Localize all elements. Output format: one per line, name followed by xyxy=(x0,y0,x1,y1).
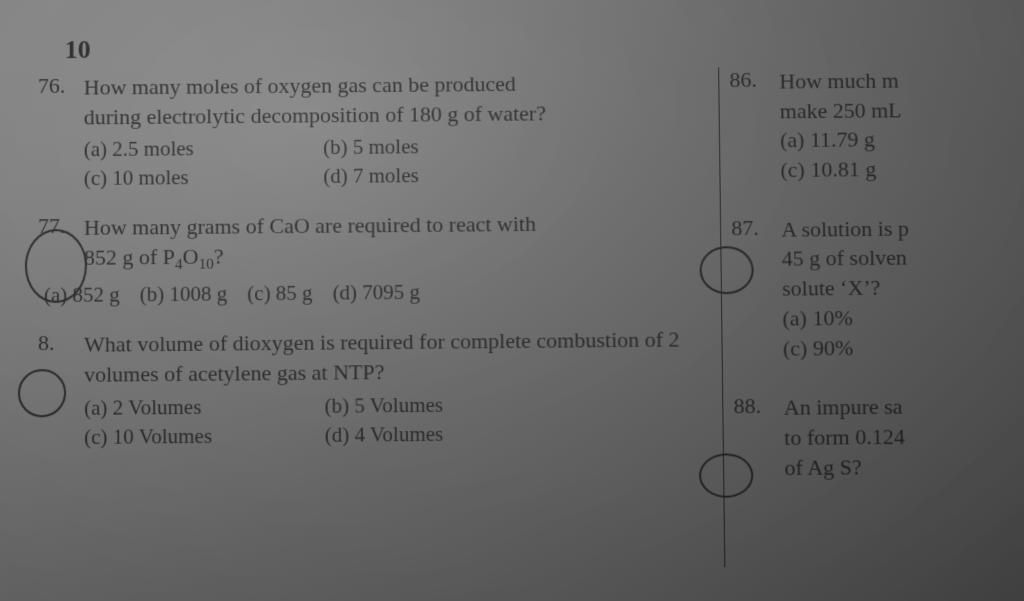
q87-text-line1: A solution is p xyxy=(781,212,1023,244)
q87-text-line3: solute ‘X’? xyxy=(782,272,1024,304)
q76-option-d: (d) 7 moles xyxy=(323,163,523,190)
q78-option-a: (a) 2 Volumes xyxy=(84,394,284,421)
q88-text-line2: to form 0.124 xyxy=(784,421,1024,453)
question-77: 77. How many grams of CaO are required t… xyxy=(40,208,701,308)
q77-option-b: (b) 1008 g xyxy=(140,282,228,308)
q87-option-c: (c) 90% xyxy=(783,331,1024,363)
circle-q78 xyxy=(18,369,66,418)
q88-text-line3: of Ag S? xyxy=(784,450,1024,482)
columns: 76. How many moles of oxygen gas can be … xyxy=(0,65,1024,574)
circle-q88 xyxy=(699,453,754,498)
question-87: 87. A solution is p 45 g of solven solut… xyxy=(731,212,1024,363)
q77-formula-suf: ? xyxy=(214,244,224,269)
q76-option-a: (a) 2.5 moles xyxy=(84,136,284,163)
circle-q77 xyxy=(25,229,87,303)
q77-text-line2: 852 g of P4O10? xyxy=(84,238,701,277)
q87-option-a: (a) 10% xyxy=(782,301,1024,333)
q77-formula-sub1: 4 xyxy=(175,256,183,273)
q88-text-line1: An impure sa xyxy=(784,391,1024,423)
q77-formula-sub2: 10 xyxy=(199,256,214,273)
right-column: 86. How much m make 250 mL (a) 11.79 g (… xyxy=(718,65,1024,568)
q88-number: 88. xyxy=(733,393,761,419)
question-78: 8. What volume of dioxygen is required f… xyxy=(40,325,703,450)
page-number: 10 xyxy=(65,27,1020,65)
q86-number: 86. xyxy=(729,67,757,93)
circle-q87 xyxy=(699,246,754,294)
left-column: 76. How many moles of oxygen gas can be … xyxy=(0,67,725,573)
q86-text-line1: How much m xyxy=(779,65,1020,97)
q76-text-line2: during electrolytic decomposition of 180… xyxy=(84,97,699,132)
q77-formula-pre: 852 g of P xyxy=(84,244,175,270)
q77-formula-mid: O xyxy=(183,244,199,269)
question-86: 86. How much m make 250 mL (a) 11.79 g (… xyxy=(729,65,1022,185)
q78-option-d: (d) 4 Volumes xyxy=(325,421,526,448)
q76-option-c: (c) 10 moles xyxy=(84,165,284,192)
page: 10 76. How many moles of oxygen gas can … xyxy=(0,0,1024,601)
q87-number: 87. xyxy=(731,215,759,241)
q78-option-b: (b) 5 Volumes xyxy=(324,392,525,419)
q86-option-a: (a) 11.79 g xyxy=(780,124,1021,156)
q86-option-c: (c) 10.81 g xyxy=(780,153,1022,185)
q76-number: 76. xyxy=(38,73,65,99)
q78-number: 8. xyxy=(38,330,55,356)
q78-text: What volume of dioxygen is required for … xyxy=(84,325,702,390)
q76-option-b: (b) 5 moles xyxy=(323,134,523,161)
q78-option-c: (c) 10 Volumes xyxy=(84,423,285,450)
q77-option-d: (d) 7095 g xyxy=(333,280,421,306)
q86-text-line2: make 250 mL xyxy=(780,94,1021,126)
question-88: 88. An impure sa to form 0.124 of Ag S? xyxy=(733,391,1024,483)
q87-text-line2: 45 g of solven xyxy=(782,242,1024,274)
q77-option-c: (c) 85 g xyxy=(247,281,312,307)
question-76: 76. How many moles of oxygen gas can be … xyxy=(40,67,700,191)
